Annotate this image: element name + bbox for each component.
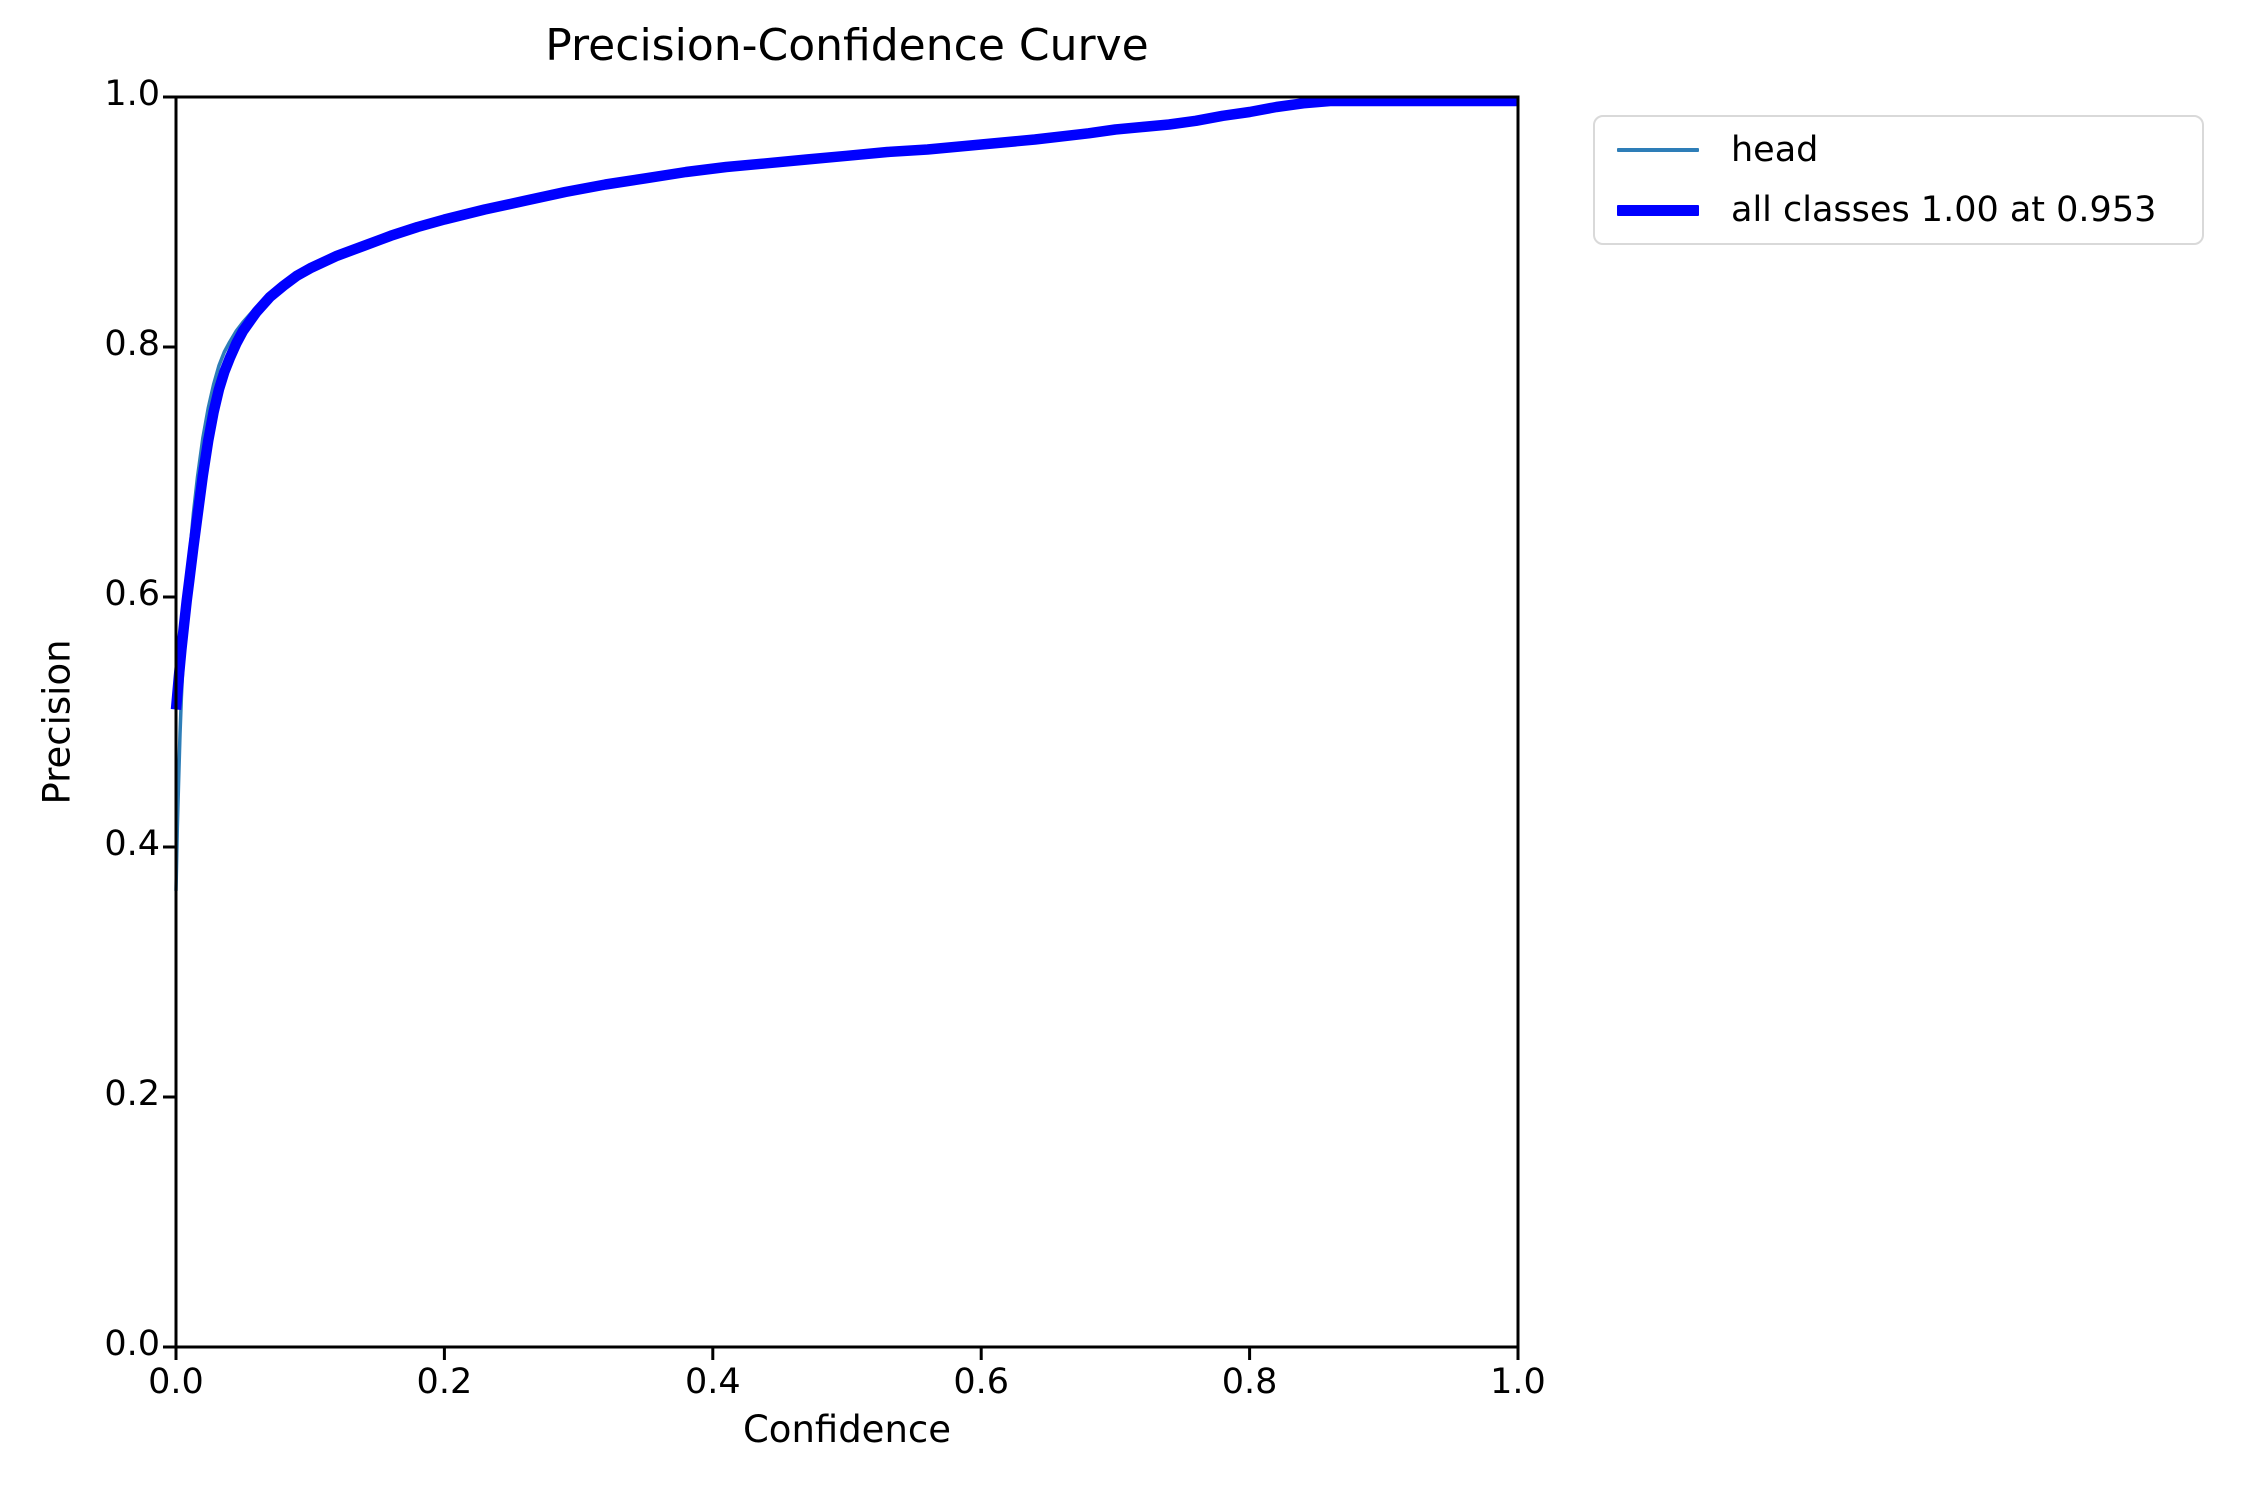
legend-item-all-classes: all classes 1.00 at 0.953 [1617, 188, 2180, 232]
legend-item-head: head [1617, 128, 2180, 172]
y-tick-label: 0.6 [104, 574, 160, 614]
x-tick-label: 0.2 [416, 1362, 473, 1402]
x-tick-label: 0.0 [148, 1362, 204, 1402]
y-tick-label: 0.2 [104, 1074, 160, 1114]
y-tick-label: 0.4 [104, 824, 160, 864]
x-tick-label: 1.0 [1490, 1362, 1546, 1402]
x-tick-label: 0.4 [684, 1362, 741, 1402]
series-line-all [170, 95, 1518, 710]
head-line-swatch [1617, 148, 1699, 152]
chart-title: Precision-Confidence Curve [545, 20, 1149, 71]
x-tick-label: 0.6 [953, 1362, 1010, 1402]
legend-label-all-classes: all classes 1.00 at 0.953 [1731, 190, 2157, 230]
series-line-head [174, 99, 1518, 891]
axes-spines [174, 95, 1520, 1349]
y-tick-label: 0.0 [104, 1324, 160, 1364]
x-axis-label: Confidence [742, 1408, 952, 1451]
all-classes-line-swatch [1617, 204, 1699, 216]
legend: head all classes 1.00 at 0.953 [1593, 115, 2204, 245]
y-tick-label: 0.8 [104, 324, 160, 364]
legend-label-head: head [1731, 130, 1819, 170]
y-axis-label: Precision [35, 639, 79, 805]
y-tick-label: 1.0 [104, 74, 160, 114]
x-tick-label: 0.8 [1221, 1362, 1278, 1402]
